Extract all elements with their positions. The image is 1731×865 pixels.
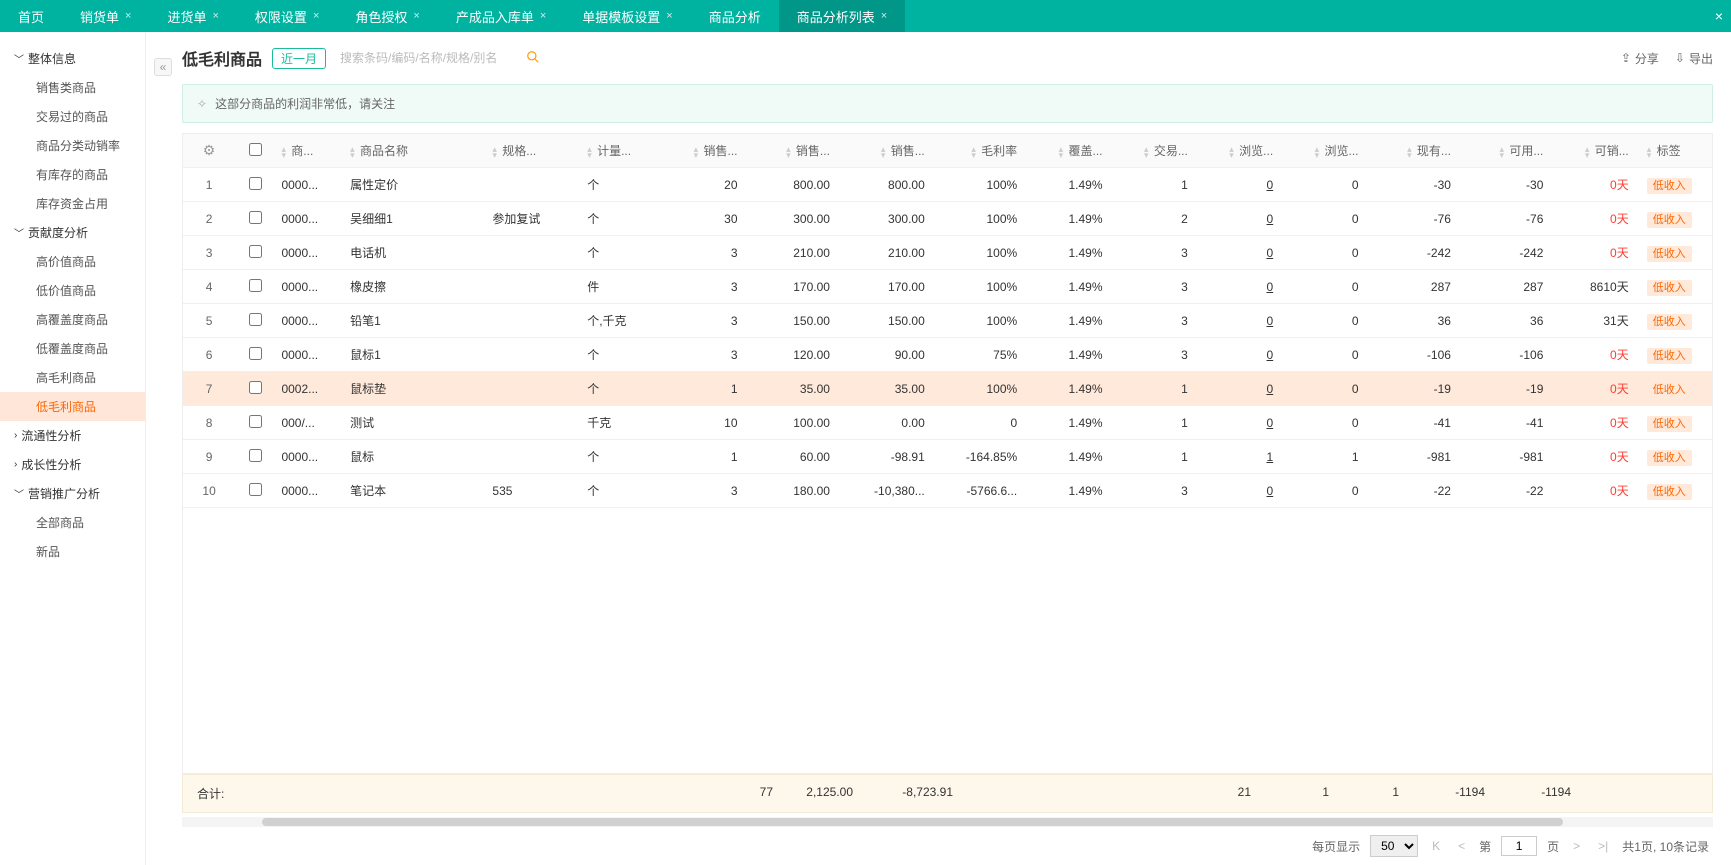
tab-close-icon[interactable]: ×	[881, 10, 887, 22]
sidebar-group-整体信息[interactable]: ﹀整体信息	[0, 44, 145, 73]
column-header[interactable]: ▴▾ 覆盖...	[1029, 134, 1114, 168]
sidebar-group-流通性分析[interactable]: ›流通性分析	[0, 421, 145, 450]
sidebar-item-高覆盖度商品[interactable]: 高覆盖度商品	[0, 305, 145, 334]
tab-close-icon[interactable]: ×	[540, 10, 546, 22]
tab-商品分析列表[interactable]: 商品分析列表×	[779, 0, 905, 32]
horizontal-scrollbar[interactable]	[182, 817, 1713, 827]
sidebar-item-低毛利商品[interactable]: 低毛利商品	[0, 392, 145, 421]
sidebar-item-低价值商品[interactable]: 低价值商品	[0, 276, 145, 305]
page-next-button[interactable]: >	[1569, 839, 1584, 853]
tab-商品分析[interactable]: 商品分析	[691, 0, 779, 32]
tab-close-icon[interactable]: ×	[212, 10, 218, 22]
column-header[interactable]: ▴▾ 规格...	[486, 134, 581, 168]
table-row[interactable]: 90000...鼠标个160.00-98.91-164.85%1.49%111-…	[183, 440, 1712, 474]
sidebar-group-成长性分析[interactable]: ›成长性分析	[0, 450, 145, 479]
row-checkbox[interactable]	[249, 177, 262, 190]
row-checkbox[interactable]	[249, 381, 262, 394]
sidebar-collapse-button[interactable]: «	[154, 58, 172, 76]
search-icon[interactable]	[526, 50, 540, 67]
table-row[interactable]: 100000...笔记本535个3180.00-10,380...-5766.6…	[183, 474, 1712, 508]
tab-close-icon[interactable]: ×	[666, 10, 672, 22]
date-range-tag[interactable]: 近一月	[272, 48, 326, 69]
data-table: ⚙▴▾ 商...▴▾ 商品名称▴▾ 规格...▴▾ 计量...▴▾ 销售...▴…	[182, 133, 1713, 774]
tab-close-icon[interactable]: ×	[313, 10, 319, 22]
sidebar-item-库存资金占用[interactable]: 库存资金占用	[0, 189, 145, 218]
sidebar: ﹀整体信息销售类商品交易过的商品商品分类动销率有库存的商品库存资金占用﹀贡献度分…	[0, 32, 146, 865]
column-header[interactable]: ▴▾ 可销...	[1555, 134, 1640, 168]
totals-row: 合计:772,125.00-8,723.912111-1194-1194	[182, 774, 1713, 813]
gear-icon[interactable]: ⚙	[203, 142, 216, 158]
sidebar-item-交易过的商品[interactable]: 交易过的商品	[0, 102, 145, 131]
table-row[interactable]: 40000...橡皮擦件3170.00170.00100%1.49%300287…	[183, 270, 1712, 304]
tab-权限设置[interactable]: 权限设置×	[237, 0, 337, 32]
table-row[interactable]: 60000...鼠标1个3120.0090.0075%1.49%300-106-…	[183, 338, 1712, 372]
tab-产成品入库单[interactable]: 产成品入库单×	[438, 0, 564, 32]
close-all-tabs-button[interactable]: ×	[1715, 8, 1723, 24]
column-header[interactable]: ▴▾ 浏览...	[1285, 134, 1370, 168]
tab-close-icon[interactable]: ×	[125, 10, 131, 22]
sidebar-item-高毛利商品[interactable]: 高毛利商品	[0, 363, 145, 392]
row-checkbox[interactable]	[249, 313, 262, 326]
page-size-select[interactable]: 50	[1370, 835, 1418, 857]
column-header[interactable]: ▴▾ 现有...	[1371, 134, 1463, 168]
page-number-input[interactable]	[1501, 836, 1537, 856]
info-alert: ✧ 这部分商品的利润非常低，请关注	[182, 84, 1713, 123]
sidebar-group-贡献度分析[interactable]: ﹀贡献度分析	[0, 218, 145, 247]
column-header[interactable]	[235, 134, 275, 168]
column-header[interactable]: ▴▾ 销售...	[842, 134, 937, 168]
sidebar-item-销售类商品[interactable]: 销售类商品	[0, 73, 145, 102]
column-header[interactable]: ▴▾ 交易...	[1115, 134, 1200, 168]
tab-进货单[interactable]: 进货单×	[149, 0, 236, 32]
row-checkbox[interactable]	[249, 415, 262, 428]
search-input[interactable]	[340, 51, 520, 65]
lightbulb-icon: ✧	[197, 97, 207, 111]
tab-首页[interactable]: 首页	[0, 0, 62, 32]
select-all-checkbox[interactable]	[249, 143, 262, 156]
pagination: 每页显示 50 K < 第 页 > >| 共1页, 10条记录	[182, 827, 1713, 865]
sidebar-group-营销推广分析[interactable]: ﹀营销推广分析	[0, 479, 145, 508]
row-checkbox[interactable]	[249, 211, 262, 224]
share-button[interactable]: ⇪ 分享	[1621, 50, 1659, 67]
page-prev-button[interactable]: <	[1454, 839, 1469, 853]
row-checkbox[interactable]	[249, 347, 262, 360]
page-first-button[interactable]: K	[1428, 839, 1444, 853]
row-checkbox[interactable]	[249, 449, 262, 462]
column-header[interactable]: ▴▾ 毛利率	[937, 134, 1029, 168]
sidebar-item-新品[interactable]: 新品	[0, 537, 145, 566]
export-button[interactable]: ⇩ 导出	[1675, 50, 1713, 67]
top-tabbar: 首页销货单×进货单×权限设置×角色授权×产成品入库单×单据模板设置×商品分析商品…	[0, 0, 1731, 32]
tab-单据模板设置[interactable]: 单据模板设置×	[564, 0, 690, 32]
sidebar-item-有库存的商品[interactable]: 有库存的商品	[0, 160, 145, 189]
sidebar-item-低覆盖度商品[interactable]: 低覆盖度商品	[0, 334, 145, 363]
page-title: 低毛利商品	[182, 46, 262, 70]
row-checkbox[interactable]	[249, 245, 262, 258]
column-header[interactable]: ▴▾ 销售...	[664, 134, 749, 168]
table-row[interactable]: 20000...吴细细1参加复试个30300.00300.00100%1.49%…	[183, 202, 1712, 236]
column-header[interactable]: ▴▾ 商...	[275, 134, 344, 168]
row-checkbox[interactable]	[249, 279, 262, 292]
table-row[interactable]: 50000...铅笔1个,千克3150.00150.00100%1.49%300…	[183, 304, 1712, 338]
column-header[interactable]: ▴▾ 商品名称	[344, 134, 486, 168]
column-header[interactable]: ▴▾ 计量...	[581, 134, 664, 168]
sidebar-item-商品分类动销率[interactable]: 商品分类动销率	[0, 131, 145, 160]
tab-close-icon[interactable]: ×	[413, 10, 419, 22]
column-header[interactable]: ⚙	[183, 134, 235, 168]
table-row[interactable]: 30000...电话机个3210.00210.00100%1.49%300-24…	[183, 236, 1712, 270]
column-header[interactable]: ▴▾ 标签	[1641, 134, 1712, 168]
column-header[interactable]: ▴▾ 浏览...	[1200, 134, 1285, 168]
sidebar-item-高价值商品[interactable]: 高价值商品	[0, 247, 145, 276]
page-last-button[interactable]: >|	[1594, 839, 1612, 853]
table-row[interactable]: 10000...属性定价个20800.00800.00100%1.49%100-…	[183, 168, 1712, 202]
tab-角色授权[interactable]: 角色授权×	[337, 0, 437, 32]
tab-销货单[interactable]: 销货单×	[62, 0, 149, 32]
row-checkbox[interactable]	[249, 483, 262, 496]
page-header: 低毛利商品 近一月 ⇪ 分享 ⇩ 导出	[182, 32, 1713, 84]
sidebar-item-全部商品[interactable]: 全部商品	[0, 508, 145, 537]
table-row[interactable]: 8000/...测试千克10100.000.0001.49%100-41-410…	[183, 406, 1712, 440]
column-header[interactable]: ▴▾ 可用...	[1463, 134, 1555, 168]
column-header[interactable]: ▴▾ 销售...	[750, 134, 842, 168]
table-row[interactable]: 70002...鼠标垫个135.0035.00100%1.49%100-19-1…	[183, 372, 1712, 406]
